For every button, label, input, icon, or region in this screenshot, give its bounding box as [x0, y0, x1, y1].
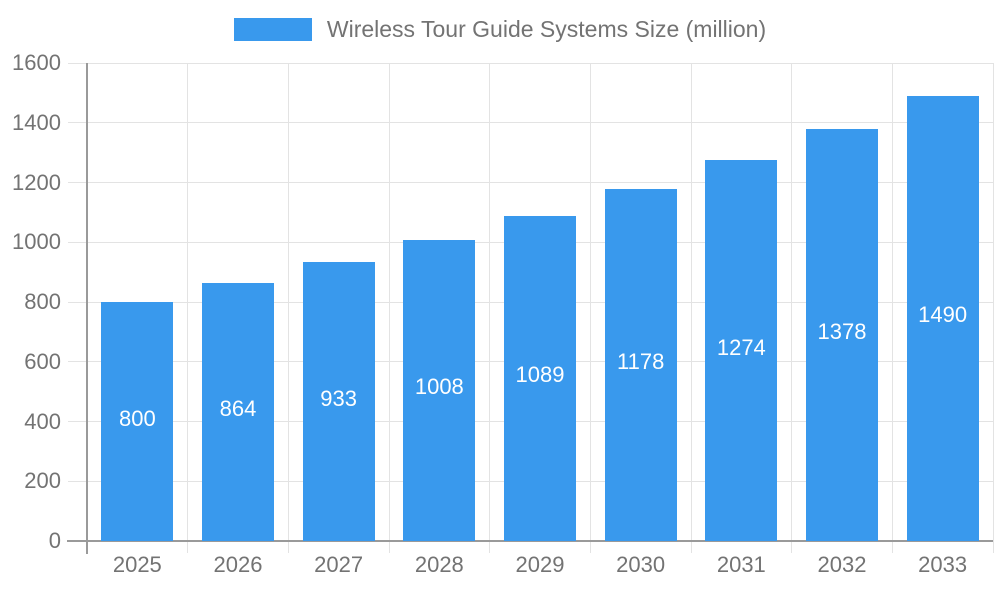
bar-value-label-2032: 1378 [817, 319, 867, 345]
y-axis-tick-label: 400 [24, 408, 61, 434]
x-gridline [187, 63, 189, 553]
legend-swatch [233, 18, 312, 41]
y-axis-line [86, 63, 88, 554]
bar-2033[interactable] [906, 95, 979, 541]
x-gridline [690, 63, 692, 553]
x-axis-label-2030: 2030 [616, 552, 666, 577]
x-gridline [287, 63, 289, 553]
bar-value-label-2030: 1178 [617, 349, 665, 375]
x-axis-line [67, 540, 993, 542]
x-axis-label-2027: 2027 [314, 552, 364, 577]
x-axis-label-2029: 2029 [515, 552, 565, 577]
bar-2027[interactable] [302, 262, 375, 541]
y-gridline [68, 122, 993, 124]
x-gridline [791, 63, 793, 553]
y-axis-tick-label: 1400 [12, 109, 61, 135]
x-axis-label-2031: 2031 [716, 552, 766, 577]
bar-2031[interactable] [705, 160, 778, 541]
y-axis-tick-label: 1200 [12, 169, 61, 195]
x-gridline [388, 63, 390, 553]
x-axis-label-2033: 2033 [918, 552, 968, 577]
y-gridline [68, 62, 993, 64]
x-gridline [992, 63, 994, 553]
bar-2028[interactable] [403, 239, 476, 541]
x-gridline [489, 63, 491, 553]
bar-value-label-2031: 1274 [716, 334, 766, 360]
bar-value-label-2028: 1008 [414, 374, 464, 400]
legend-label: Wireless Tour Guide Systems Size (millio… [326, 16, 767, 42]
y-axis-tick-label: 200 [24, 468, 61, 494]
bar-2029[interactable] [504, 215, 576, 541]
bar-value-label-2026: 864 [219, 395, 257, 421]
bar-2026[interactable] [202, 282, 274, 541]
bar-value-label-2033: 1490 [918, 302, 968, 328]
chart-legend[interactable]: Wireless Tour Guide Systems Size (millio… [0, 16, 1000, 43]
x-axis-label-2026: 2026 [213, 552, 263, 577]
y-axis-tick-label: 1600 [12, 50, 61, 75]
x-axis-label-2032: 2032 [817, 552, 867, 577]
x-axis-label-2025: 2025 [112, 552, 162, 577]
bar-2025[interactable] [101, 302, 174, 541]
bar-value-label-2029: 1089 [515, 362, 565, 388]
y-axis-tick-label: 800 [24, 289, 61, 314]
x-axis-label-2028: 2028 [414, 552, 464, 577]
y-axis-tick-label: 1000 [12, 229, 61, 255]
bar-2030[interactable] [604, 189, 677, 541]
y-axis-tick-label: 600 [24, 348, 61, 374]
y-gridline [68, 182, 993, 183]
bar-value-label-2027: 933 [320, 385, 358, 411]
x-gridline [589, 63, 591, 553]
bar-2032[interactable] [806, 129, 878, 541]
x-gridline [891, 63, 893, 553]
bar-value-label-2025: 800 [118, 405, 156, 431]
y-axis-tick-label: 0 [48, 528, 61, 553]
